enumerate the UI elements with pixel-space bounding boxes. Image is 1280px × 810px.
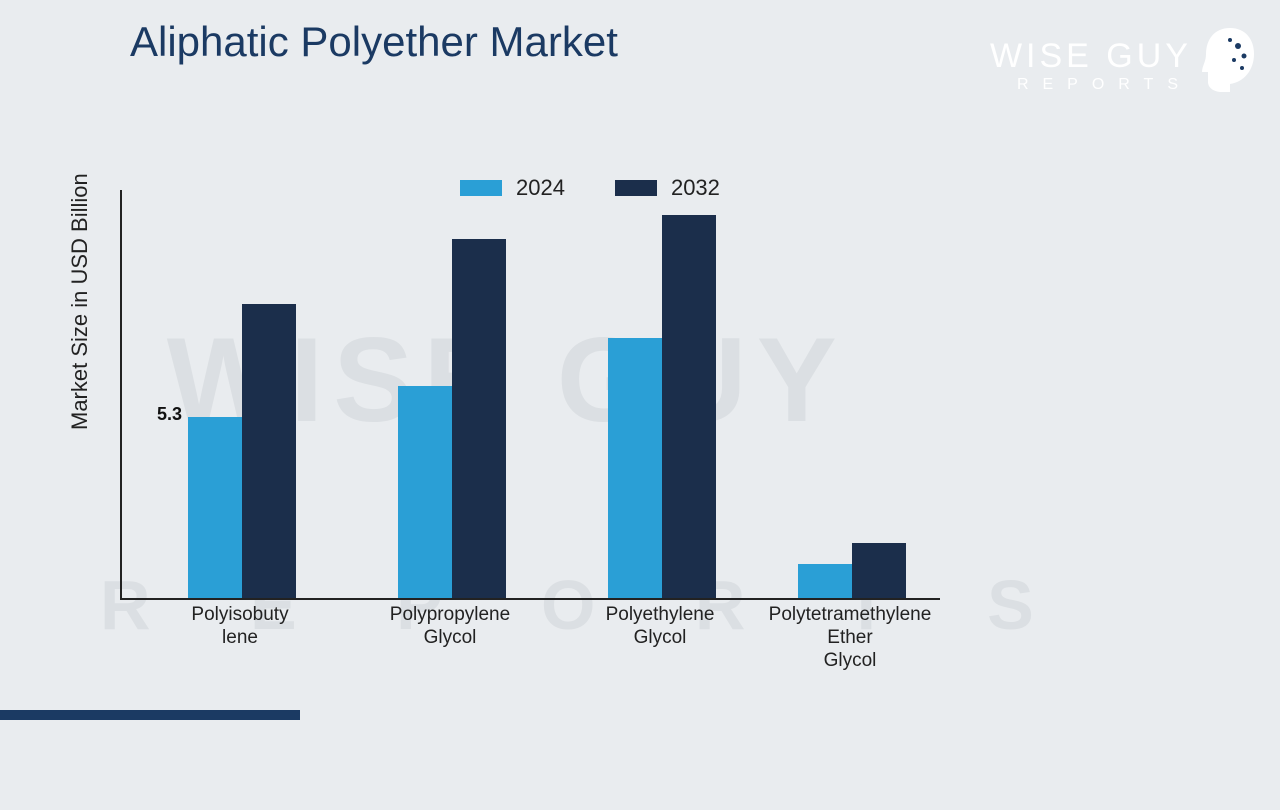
bar-group [597, 215, 727, 598]
bar-2024 [608, 338, 662, 598]
bar-group [177, 304, 307, 598]
x-axis-category-label: PolypropyleneGlycol [355, 604, 545, 650]
brand-logo: WISE GUY REPORTS [980, 20, 1260, 110]
bar-2032 [662, 215, 716, 598]
x-axis-category-label: PolytetramethyleneEtherGlycol [755, 604, 945, 672]
logo-line1: WISE GUY [990, 37, 1192, 76]
x-axis-category-label: Polyisobutylene [145, 604, 335, 650]
value-label: 5.3 [157, 404, 182, 425]
x-axis-labels: Polyisobutylene PolypropyleneGlycol Polyet… [120, 604, 940, 684]
brain-head-icon [1200, 26, 1260, 105]
bottom-accent-bar [0, 710, 300, 720]
bar-2032 [242, 304, 296, 598]
plot-area: 5.3 [120, 190, 940, 600]
bar-2024 [398, 386, 452, 598]
logo-line2: REPORTS [990, 76, 1192, 94]
bar-2032 [452, 239, 506, 598]
bar-group [387, 239, 517, 598]
bar-group [787, 543, 917, 598]
bar-2024 [188, 417, 242, 598]
chart: Market Size in USD Billion 5.3 Polyisobu… [50, 170, 950, 690]
bar-2032 [852, 543, 906, 598]
y-axis-label: Market Size in USD Billion [67, 173, 93, 430]
bar-2024 [798, 564, 852, 598]
x-axis-category-label: PolyethyleneGlycol [565, 604, 755, 650]
page-title: Aliphatic Polyether Market [130, 18, 618, 66]
